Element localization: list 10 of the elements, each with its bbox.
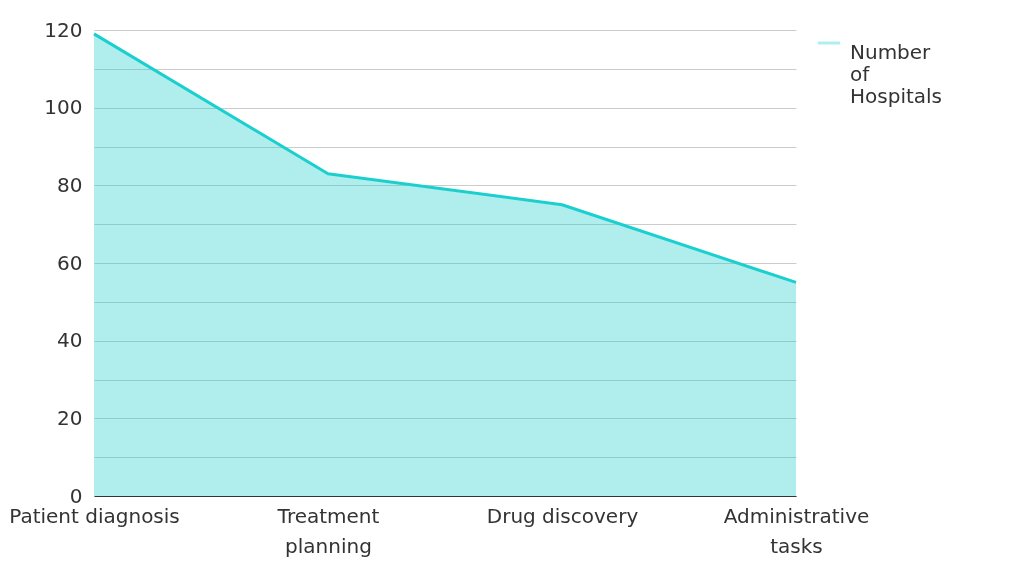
x-tick-label: Drug discovery — [486, 503, 639, 528]
y-tick-label: 100 — [44, 95, 83, 120]
x-tick-label: Treatment planning — [276, 503, 380, 558]
y-tick-label: 120 — [44, 17, 83, 42]
x-tick-label: Administrative tasks — [723, 503, 870, 558]
legend-label: Number of Hospitals — [850, 40, 943, 108]
y-tick-label: 80 — [57, 172, 83, 197]
y-tick-label: 40 — [57, 328, 83, 353]
y-tick-label: 20 — [57, 405, 83, 430]
y-tick-label: 60 — [57, 250, 83, 275]
